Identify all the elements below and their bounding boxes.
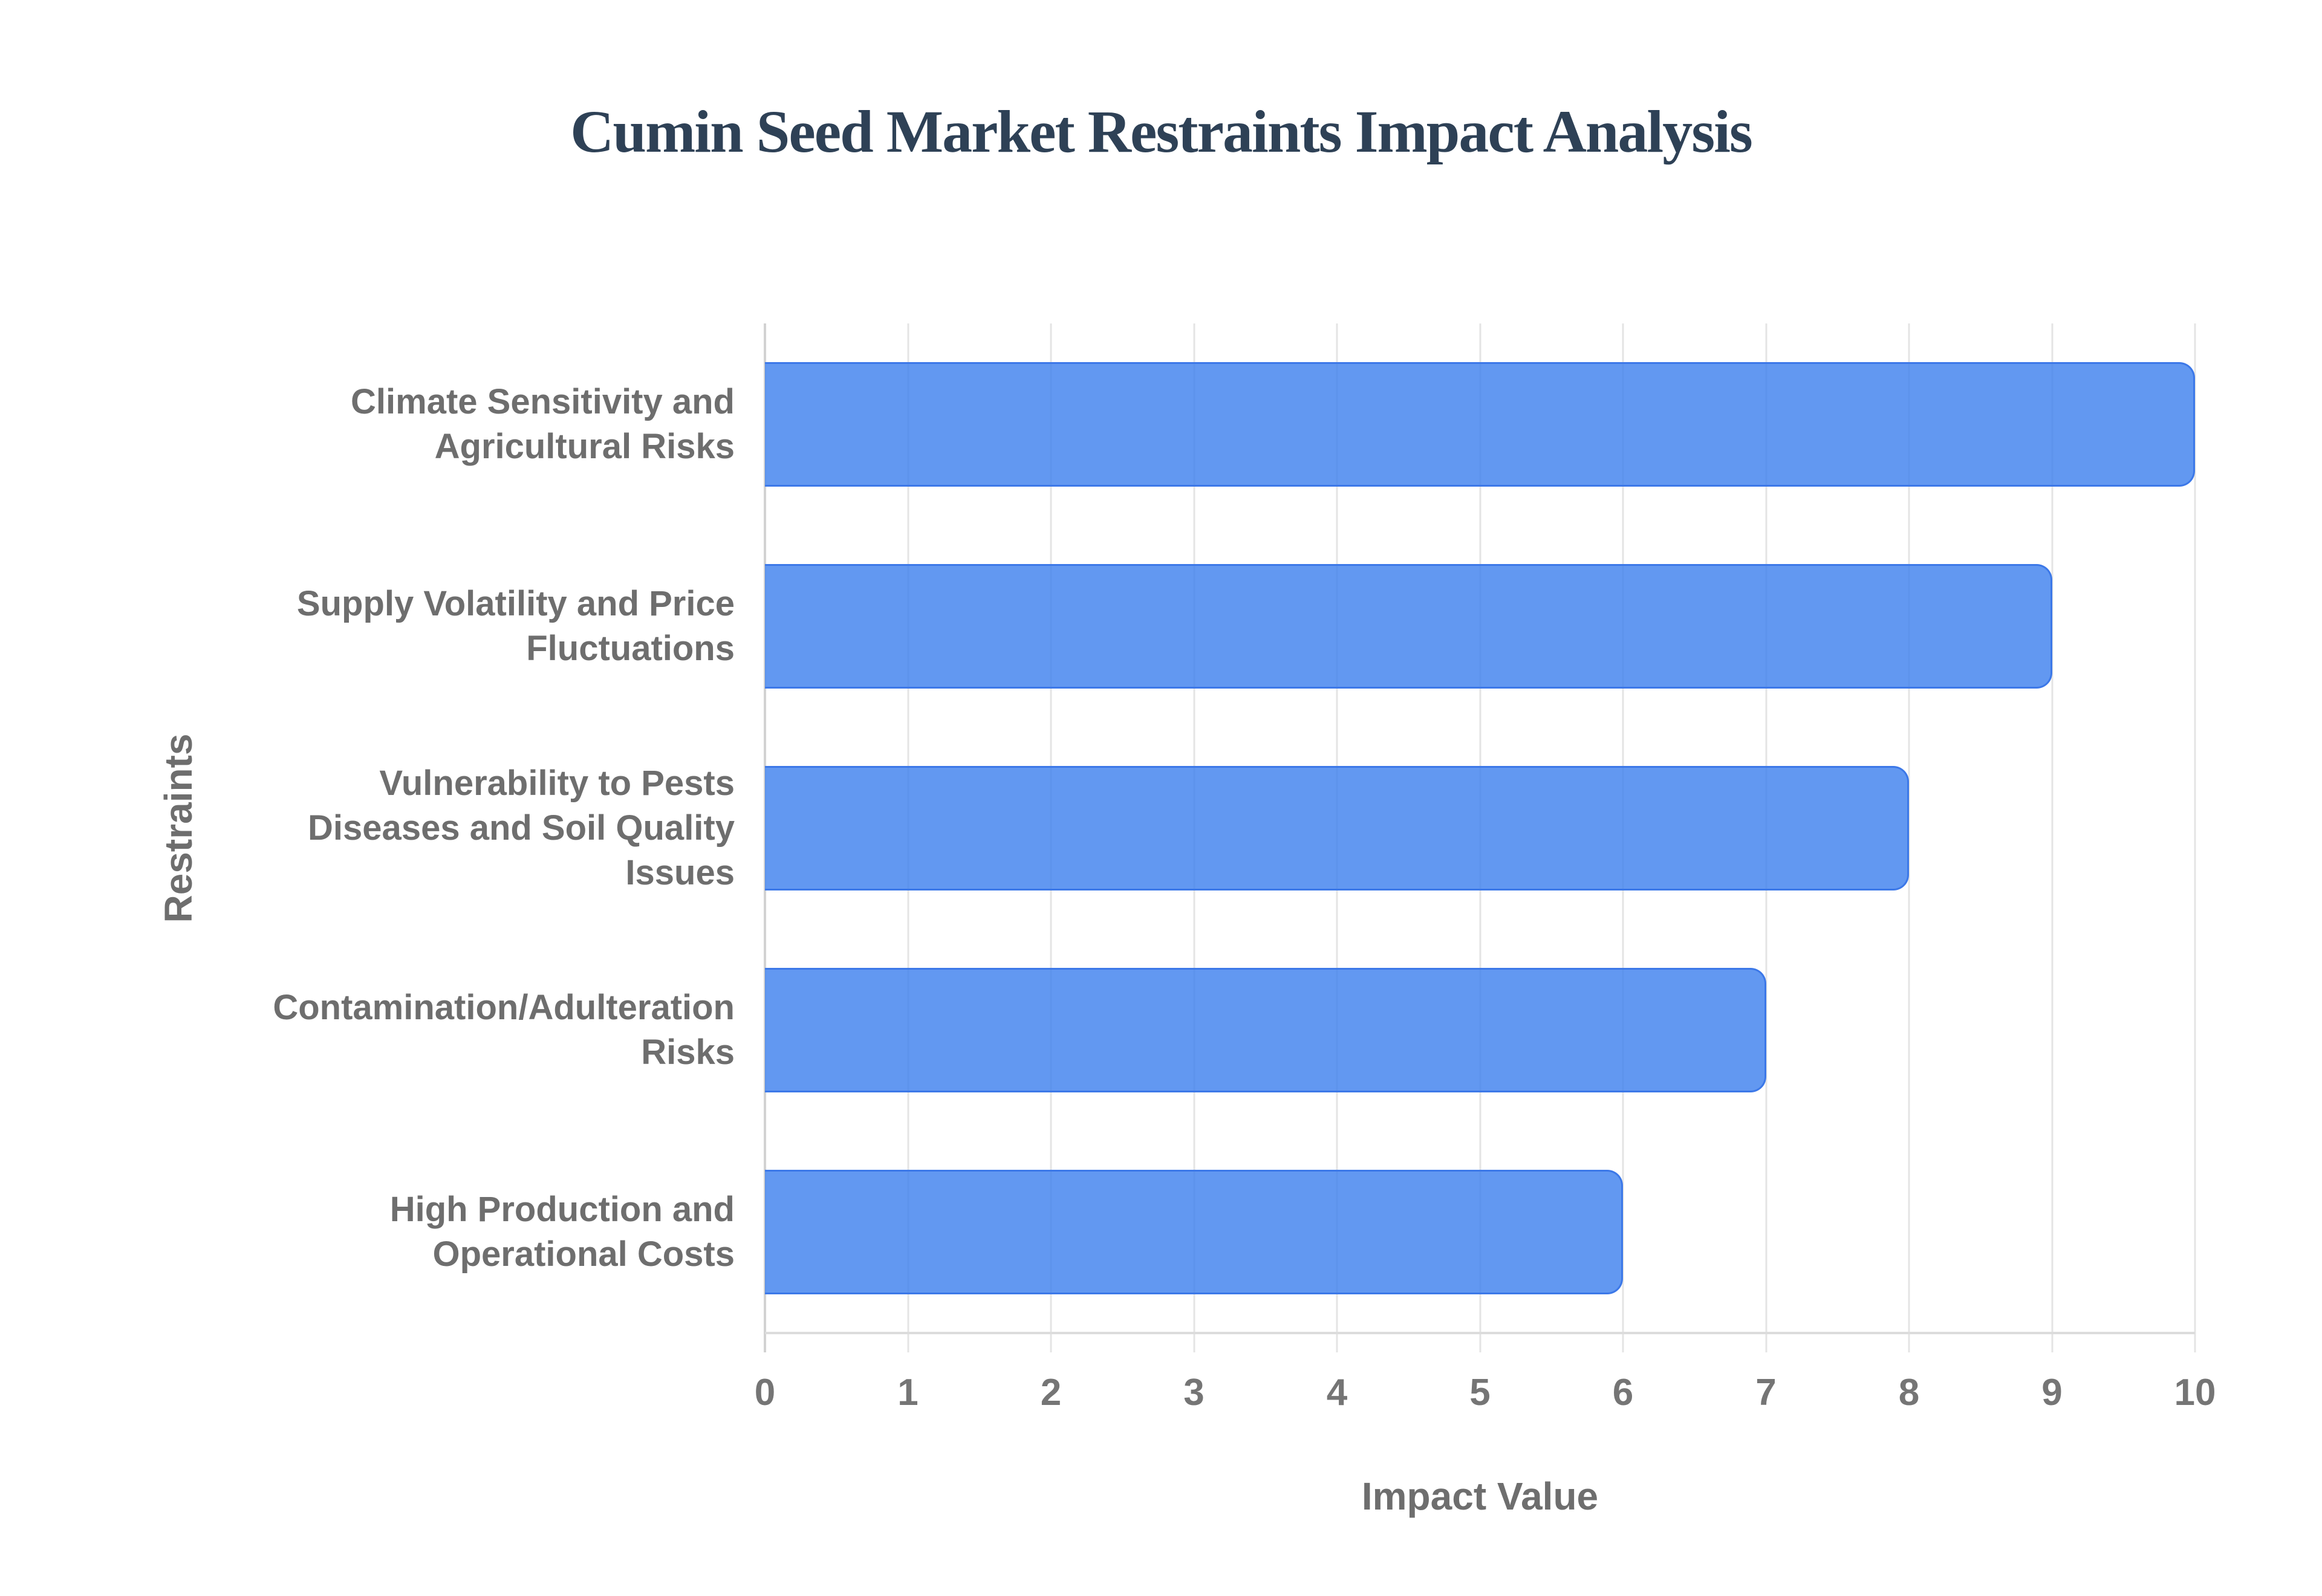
x-axis-line — [765, 1332, 2195, 1334]
category-label-text: Supply Volatility and Price Fluctuations — [296, 584, 735, 668]
x-tick-label-10: 10 — [2174, 1372, 2216, 1413]
x-tick-label-4: 4 — [1326, 1372, 1348, 1413]
x-axis-title: Impact Value — [1361, 1474, 1599, 1518]
x-tick-label-5: 5 — [1469, 1372, 1491, 1413]
x-tick-labels: 0 1 2 3 4 5 6 7 8 9 10 — [755, 1371, 2216, 1426]
x-tick-label-3: 3 — [1183, 1372, 1205, 1413]
category-labels: Climate Sensitivity and Agricultural Risk… — [169, 323, 735, 1333]
gridline-8 — [1908, 323, 1910, 1352]
gridline-9 — [2051, 323, 2053, 1352]
bar-3[interactable] — [765, 766, 1909, 890]
gridline-10 — [2194, 323, 2196, 1352]
category-label-text: Climate Sensitivity and Agricultural Risk… — [351, 382, 735, 466]
x-tick-label-9: 9 — [2041, 1372, 2063, 1413]
x-tick-label-0: 0 — [754, 1372, 776, 1413]
category-label-1: Climate Sensitivity and Agricultural Risk… — [169, 323, 735, 525]
bar-1[interactable] — [765, 362, 2195, 487]
category-label-4: Contamination/Adulteration Risks — [169, 929, 735, 1131]
category-label-text: Contamination/Adulteration Risks — [273, 988, 735, 1072]
plot-area — [764, 323, 2196, 1352]
category-label-text: High Production and Operational Costs — [389, 1190, 735, 1274]
x-tick-label-7: 7 — [1755, 1372, 1777, 1413]
category-label-text: Vulnerability to Pests Diseases and Soil … — [308, 764, 735, 892]
x-tick-label-8: 8 — [1898, 1372, 1920, 1413]
chart-title: Cumin Seed Market Restraints Impact Anal… — [570, 98, 1753, 165]
category-label-2: Supply Volatility and Price Fluctuations — [169, 525, 735, 727]
x-tick-label-6: 6 — [1612, 1372, 1634, 1413]
category-label-5: High Production and Operational Costs — [169, 1131, 735, 1333]
x-tick-label-1: 1 — [897, 1372, 919, 1413]
bar-4[interactable] — [765, 968, 1766, 1092]
bar-5[interactable] — [765, 1170, 1623, 1294]
bar-2[interactable] — [765, 564, 2052, 689]
category-label-3: Vulnerability to Pests Diseases and Soil … — [169, 727, 735, 929]
x-tick-label-2: 2 — [1040, 1372, 1062, 1413]
y-axis-title: Restraints — [157, 733, 200, 923]
